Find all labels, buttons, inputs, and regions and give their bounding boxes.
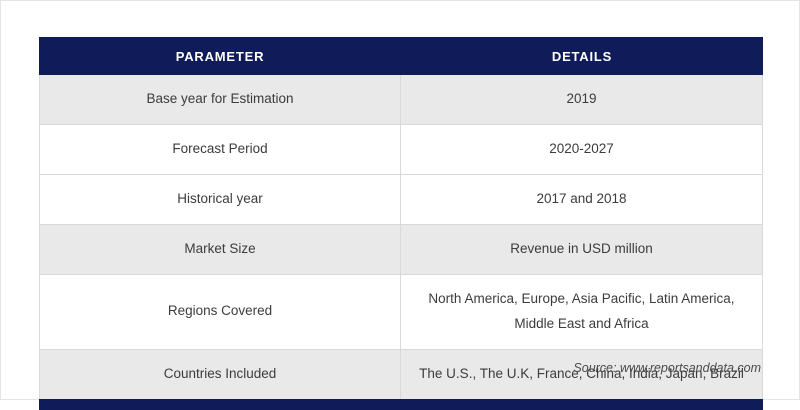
table-row: Base year for Estimation 2019: [40, 75, 762, 124]
parameter-cell: Historical year: [40, 174, 401, 224]
source-credit: Source: www.reportsanddata.com: [573, 361, 761, 375]
table-row: Countries Included The U.S., The U.K, Fra…: [40, 348, 762, 399]
details-cell: Revenue in USD million: [510, 240, 653, 256]
details-cell: 2017 and 2018: [536, 190, 627, 206]
report-scope-table: PARAMETER DETAILS Base year for Estimati…: [39, 37, 763, 410]
table-header-row: PARAMETER DETAILS: [39, 37, 763, 75]
details-cell: 2019: [566, 91, 597, 106]
table-row: Market Size Revenue in USD million: [40, 223, 762, 274]
table-body: Base year for Estimation 2019 Forecast Per…: [39, 75, 763, 399]
parameter-cell: Forecast Period: [40, 124, 401, 174]
parameter-cell: Base year for Estimation: [40, 75, 401, 124]
parameter-cell: Countries Included: [40, 349, 401, 399]
details-cell: The U.S., The U.K, France, China, India,…: [419, 365, 744, 381]
details-cell: 2020-2027: [549, 140, 614, 156]
table-row: Historical year 2017 and 2018: [40, 173, 762, 224]
details-cell: North America, Europe, Asia Pacific, Lat…: [428, 290, 735, 331]
column-header-details: DETAILS: [551, 48, 613, 64]
parameter-cell: Regions Covered: [40, 274, 401, 349]
column-header-parameter: PARAMETER: [175, 48, 265, 64]
parameter-cell: Market Size: [40, 224, 401, 274]
table-row: Regions Covered North America, Europe, As…: [40, 273, 762, 349]
table-row: Forecast Period 2020-2027: [40, 123, 762, 174]
table-footer-bar: [39, 398, 763, 410]
